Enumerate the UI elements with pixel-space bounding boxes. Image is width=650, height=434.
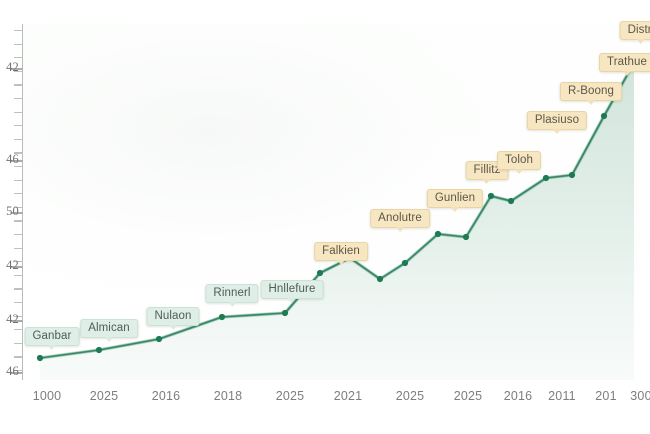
- x-axis-tick-label: 1000: [32, 389, 62, 403]
- y-axis-tick: [14, 125, 23, 127]
- data-point[interactable]: [281, 309, 289, 317]
- y-axis-tick-label: 42: [6, 312, 19, 326]
- point-callout-label[interactable]: Distri: [619, 21, 650, 44]
- y-axis-tick: [14, 98, 23, 100]
- point-callout-label[interactable]: Almican: [80, 319, 138, 342]
- y-axis-tick: [14, 206, 23, 209]
- y-axis-tick: [14, 274, 23, 277]
- y-axis-tick: [14, 234, 23, 236]
- point-callout-label[interactable]: Anolutre: [370, 209, 430, 232]
- y-axis-tick-major: [11, 160, 23, 162]
- data-point[interactable]: [507, 197, 515, 205]
- y-axis-tick-major: [11, 212, 23, 214]
- y-axis-tick: [14, 356, 23, 358]
- y-axis-tick: [14, 43, 23, 45]
- x-axis-tick-label: 2016: [151, 389, 181, 403]
- x-axis-tick-label: 300: [630, 389, 650, 403]
- point-callout-label[interactable]: Ganbar: [24, 327, 80, 350]
- y-axis-tick: [14, 261, 23, 263]
- y-axis-tick: [14, 84, 23, 86]
- y-axis-tick: [14, 302, 23, 304]
- x-axis-tick-label: 2025: [453, 389, 483, 403]
- data-point[interactable]: [95, 346, 103, 354]
- area-fill: [40, 63, 634, 380]
- y-axis-line: [22, 24, 24, 380]
- x-axis-tick-label: 2011: [548, 389, 576, 403]
- y-axis-tick: [14, 220, 23, 222]
- y-axis-tick: [14, 342, 23, 345]
- y-axis-tick: [14, 315, 23, 317]
- y-axis-tick: [14, 111, 23, 113]
- point-callout-label[interactable]: Trathue: [599, 53, 650, 76]
- y-axis-tick: [14, 30, 23, 32]
- point-callout-label[interactable]: Toloh: [497, 151, 541, 174]
- data-point[interactable]: [568, 171, 576, 179]
- y-axis-tick: [14, 329, 23, 331]
- y-axis-tick: [14, 288, 23, 290]
- data-point[interactable]: [218, 313, 226, 321]
- y-axis-tick-label: 42: [6, 258, 19, 272]
- data-point[interactable]: [600, 112, 608, 120]
- x-axis-tick-label: 201: [595, 389, 617, 403]
- y-axis-tick-label: 42: [6, 60, 19, 74]
- x-axis-tick-label: 2016: [503, 389, 533, 403]
- data-point[interactable]: [542, 174, 550, 182]
- point-callout-label[interactable]: Plasiuso: [526, 111, 588, 134]
- y-axis-tick: [14, 57, 23, 59]
- point-callout-label[interactable]: Hnllefure: [260, 280, 324, 303]
- y-axis-tick-major: [11, 320, 23, 322]
- y-axis-tick-label: 46: [6, 364, 19, 378]
- point-callout-label[interactable]: Falkien: [314, 242, 368, 265]
- x-axis-tick-label: 2018: [213, 389, 243, 403]
- data-point[interactable]: [401, 259, 409, 267]
- y-axis-tick-label: 50: [6, 204, 19, 218]
- point-callout-label[interactable]: Rinnerl: [205, 284, 259, 307]
- point-callout-label[interactable]: Gunlien: [426, 189, 484, 212]
- data-point[interactable]: [36, 354, 44, 362]
- point-callout-label[interactable]: Nulaon: [146, 307, 200, 330]
- data-point[interactable]: [316, 269, 324, 277]
- y-axis-tick-major: [11, 266, 23, 268]
- y-axis-tick: [14, 193, 23, 195]
- y-axis-tick: [14, 179, 23, 181]
- data-point[interactable]: [434, 230, 442, 238]
- y-axis-tick: [14, 247, 23, 249]
- data-point[interactable]: [376, 275, 384, 283]
- y-axis-tick-label: 46: [6, 152, 19, 166]
- x-axis-tick-label: 2021: [333, 389, 363, 403]
- y-axis-tick-major: [11, 372, 23, 374]
- y-axis-tick: [14, 70, 23, 73]
- y-axis-tick: [14, 370, 23, 372]
- data-point[interactable]: [487, 192, 495, 200]
- y-axis-tick: [14, 138, 23, 141]
- point-callout-label[interactable]: R-Boong: [559, 82, 623, 105]
- data-point[interactable]: [462, 233, 470, 241]
- y-axis-tick: [14, 166, 23, 168]
- data-point[interactable]: [155, 335, 163, 343]
- x-axis-tick-label: 2025: [89, 389, 119, 403]
- y-axis-tick: [14, 152, 23, 154]
- y-axis-tick-major: [11, 68, 23, 70]
- x-axis-tick-label: 2025: [395, 389, 425, 403]
- x-axis-tick-label: 2025: [275, 389, 305, 403]
